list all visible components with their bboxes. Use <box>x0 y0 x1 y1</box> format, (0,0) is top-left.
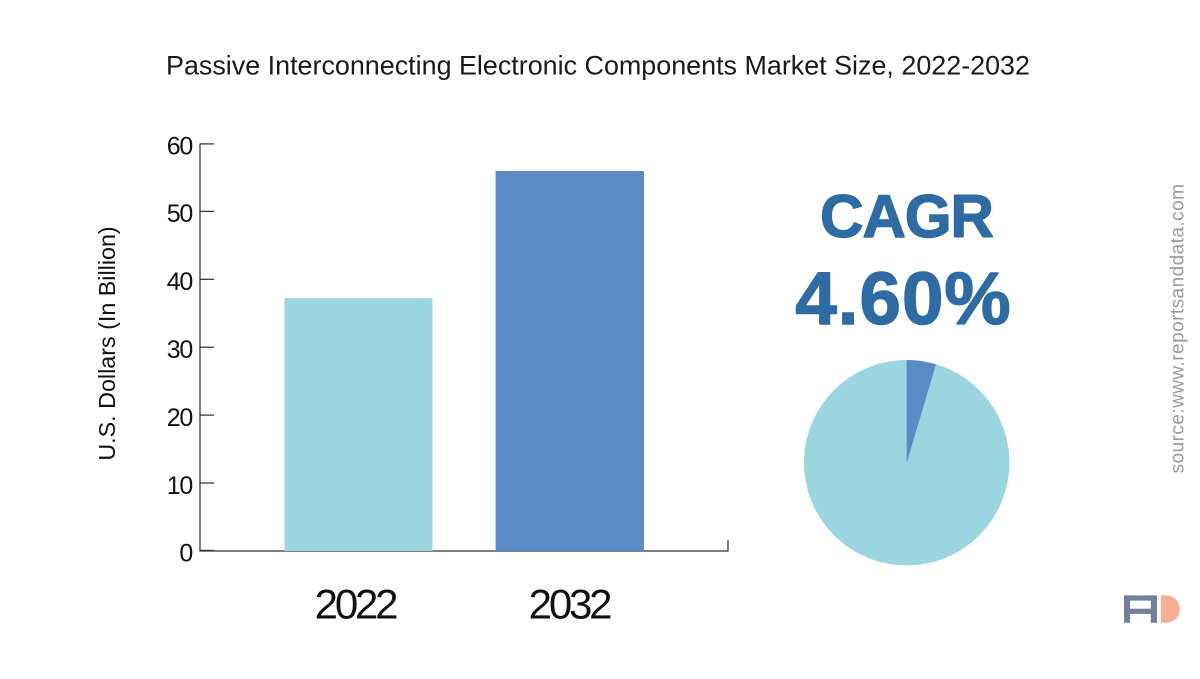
svg-text:CAGR: CAGR <box>820 183 993 250</box>
svg-text:20: 20 <box>167 404 193 432</box>
svg-text:60: 60 <box>167 132 193 160</box>
svg-text:source:www.reportsanddata.com: source:www.reportsanddata.com <box>1168 184 1189 474</box>
svg-text:0: 0 <box>179 540 192 568</box>
svg-text:50: 50 <box>167 200 193 228</box>
svg-text:40: 40 <box>167 268 193 296</box>
svg-text:2032: 2032 <box>529 581 611 628</box>
svg-text:30: 30 <box>167 336 193 364</box>
svg-text:Passive Interconnecting Electr: Passive Interconnecting Electronic Compo… <box>166 51 1030 81</box>
svg-text:U.S. Dollars (In Billion): U.S. Dollars (In Billion) <box>94 226 120 460</box>
svg-text:10: 10 <box>167 472 193 500</box>
svg-text:4.60%: 4.60% <box>795 257 1011 340</box>
svg-text:2022: 2022 <box>315 581 397 628</box>
